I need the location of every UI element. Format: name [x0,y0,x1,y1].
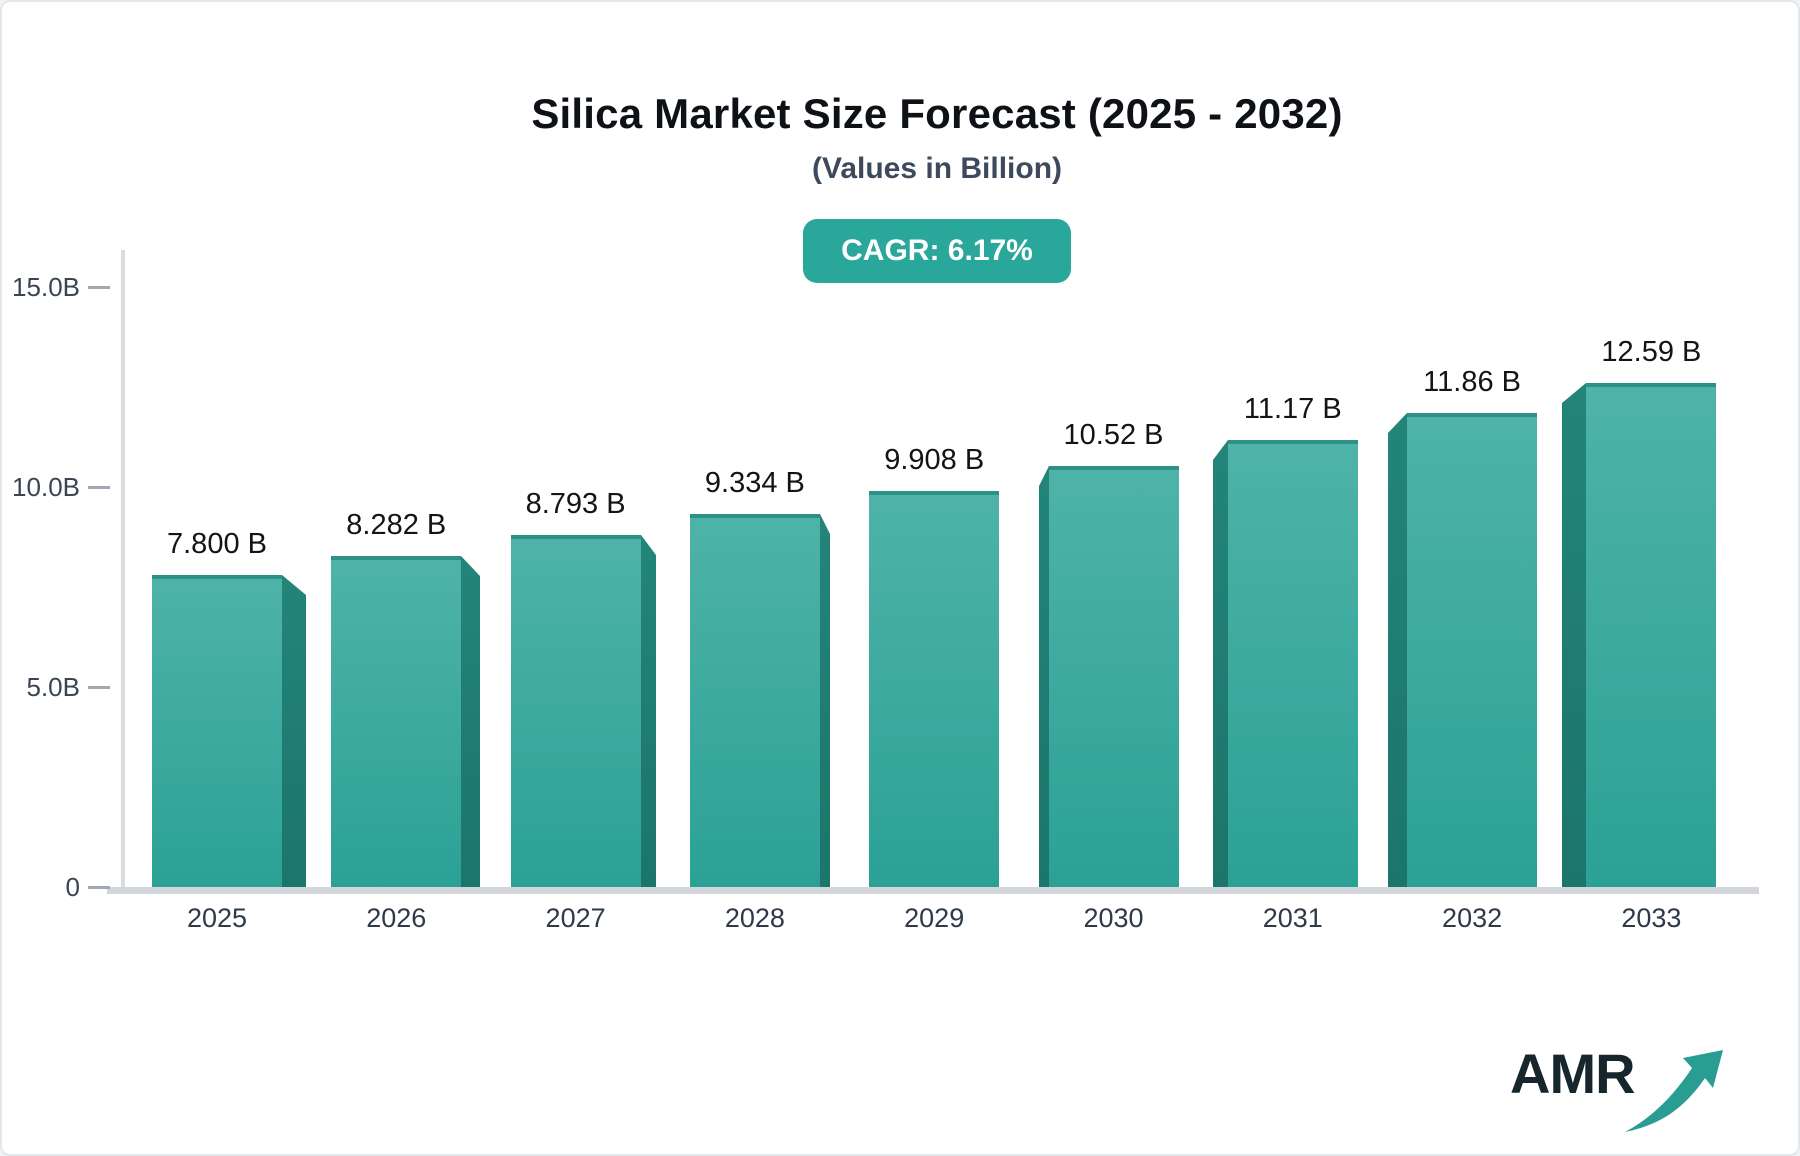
x-tick-label: 2027 [545,903,606,933]
y-axis-line [121,250,125,887]
x-tick-label: 2026 [366,903,427,933]
y-tick-mark [88,486,110,489]
chart-title: Silica Market Size Forecast (2025 - 2032… [531,90,1343,137]
bar-2032 [1407,413,1537,887]
amr-logo-text: AMR [1510,1042,1636,1105]
x-tick-label: 2029 [904,903,965,933]
y-tick-mark [88,286,110,289]
bar-value-label: 8.282 B [346,509,447,541]
bar-value-label: 9.908 B [884,444,985,476]
bar-side-2032 [1388,413,1407,887]
amr-logo: AMR [1510,1044,1733,1138]
bar-side-2028 [820,514,830,887]
y-tick-mark [88,686,110,689]
x-tick-label: 2032 [1442,903,1503,933]
bar-2025 [152,575,282,887]
x-axis-baseline [107,887,1759,894]
bar-value-label: 11.17 B [1243,393,1342,425]
bar-value-label: 9.334 B [704,467,805,499]
bar-value-label: 7.800 B [167,528,267,560]
cagr-badge-label: CAGR: 6.17% [841,234,1033,267]
bar-side-2027 [641,535,656,887]
bar-side-2026 [461,556,480,887]
bar-2033 [1586,383,1716,887]
y-tick-label: 0 [65,872,80,902]
cagr-badge: CAGR: 6.17% [803,219,1071,283]
x-tick-label: 2033 [1621,903,1682,933]
bar-2029 [869,491,999,887]
chart-subtitle: (Values in Billion) [811,152,1063,185]
bar-side-2030 [1039,466,1049,887]
bar-side-2031 [1213,440,1228,887]
x-tick-label: 2025 [186,903,248,933]
y-tick-mark [88,886,110,889]
x-tick-label: 2030 [1083,903,1144,933]
bar-2031 [1228,440,1358,887]
bar-value-label: 10.52 B [1063,419,1164,451]
bar-2028 [690,514,820,887]
bar-value-label: 8.793 B [525,488,626,520]
chart-header: Silica Market Size Forecast (2025 - 2032… [122,90,1752,283]
y-tick-label: 10.0B [12,472,80,502]
bar-2026 [331,556,461,887]
y-tick-label: 5.0B [26,672,81,702]
bar-2030 [1049,466,1179,887]
bar-value-label: 12.59 B [1601,336,1702,368]
growth-arrow-icon [1624,1050,1723,1132]
x-tick-label: 2031 [1262,903,1323,933]
x-tick-label: 2028 [724,903,785,933]
y-tick-label: 15.0B [12,272,80,302]
bar-value-label: 11.86 B [1423,366,1521,398]
bar-side-2025 [282,575,306,887]
bar-2027 [511,535,641,887]
bar-side-2033 [1562,383,1586,887]
